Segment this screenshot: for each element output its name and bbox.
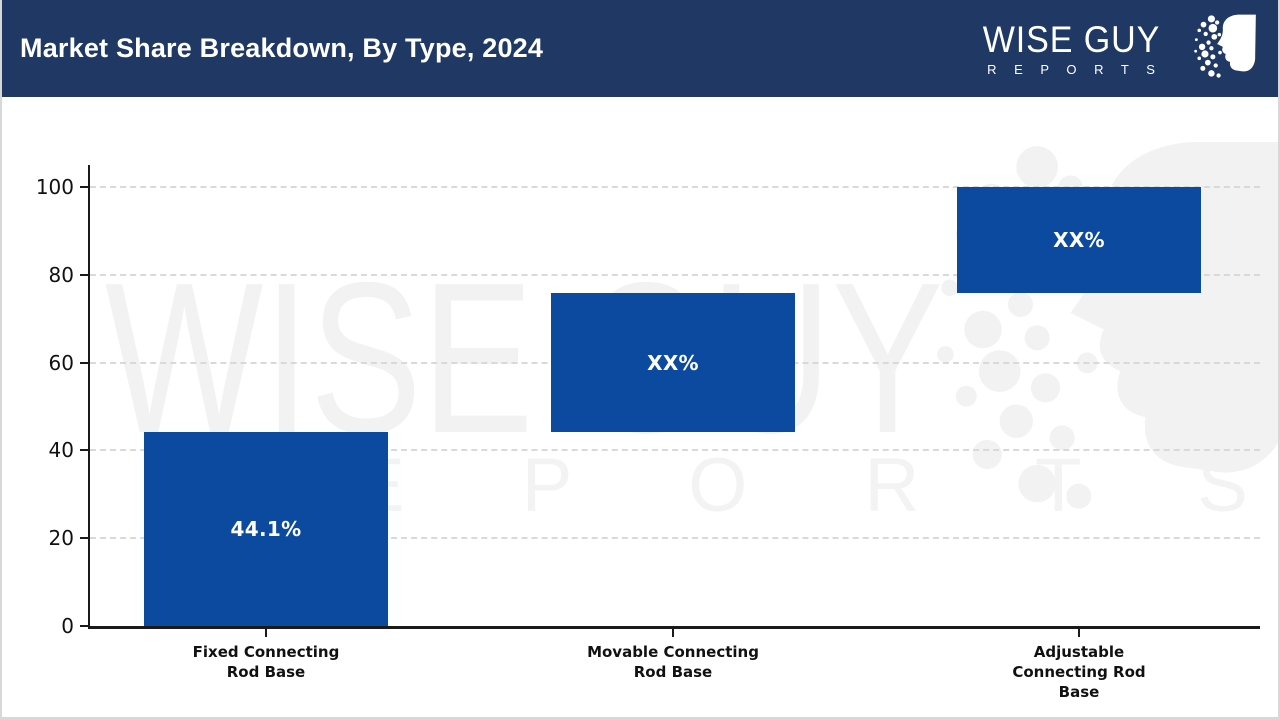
bar-segment: 44.1% — [144, 432, 388, 626]
watermark-wordmark: WISE GUY — [105, 237, 944, 478]
gridline-20 — [90, 537, 1260, 540]
bar-segment: XX% — [551, 292, 795, 433]
y-tick-label: 20 — [48, 526, 74, 551]
category-label: Fixed Connecting Rod Base — [192, 643, 340, 681]
y-tick-label: 100 — [35, 175, 74, 199]
bar-segment: XX% — [957, 187, 1201, 293]
bar-value-label: XX% — [1053, 227, 1105, 252]
wiseguy-logo-text: WISE GUY R E P O R T S — [975, 21, 1168, 76]
gridline-80 — [90, 273, 1260, 276]
category-label: Adjustable Connecting Rod Base — [1012, 643, 1146, 701]
y-tick-mark — [80, 361, 88, 364]
chart-canvas: WISE GUY R E P O R T S 0 20 40 60 80 100 44.1%… — [2, 97, 1278, 717]
gridline-40 — [90, 449, 1260, 452]
category-label: Movable Connecting Rod Base — [587, 643, 759, 681]
logo-wordmark: WISE GUY — [982, 19, 1161, 60]
x-tick-mark — [265, 629, 267, 637]
bar-value-label: 44.1% — [230, 517, 302, 542]
x-tick-mark — [672, 629, 674, 637]
bar-value-label: XX% — [647, 350, 699, 375]
page-title: Market Share Breakdown, By Type, 2024 — [20, 33, 544, 63]
wiseguy-logo: WISE GUY R E P O R T S — [975, 11, 1258, 87]
y-tick-label: 40 — [48, 438, 74, 463]
y-axis — [88, 165, 90, 626]
x-axis — [88, 626, 1260, 629]
watermark-face-icon — [937, 142, 1278, 509]
y-tick-mark — [80, 186, 88, 188]
gridline-100 — [90, 186, 1260, 188]
logo-subtext: R E P O R T S — [987, 62, 1162, 77]
y-tick-label: 0 — [61, 614, 74, 638]
y-tick-label: 60 — [48, 350, 74, 375]
x-tick-mark — [1078, 629, 1080, 637]
y-tick-mark — [80, 537, 88, 540]
y-tick-mark — [80, 625, 88, 627]
header-bar: Market Share Breakdown, By Type, 2024 WI… — [2, 0, 1278, 97]
y-tick-label: 80 — [48, 262, 74, 287]
y-tick-mark — [80, 273, 88, 276]
wiseguy-face-icon — [1194, 14, 1256, 78]
y-tick-mark — [80, 449, 88, 452]
